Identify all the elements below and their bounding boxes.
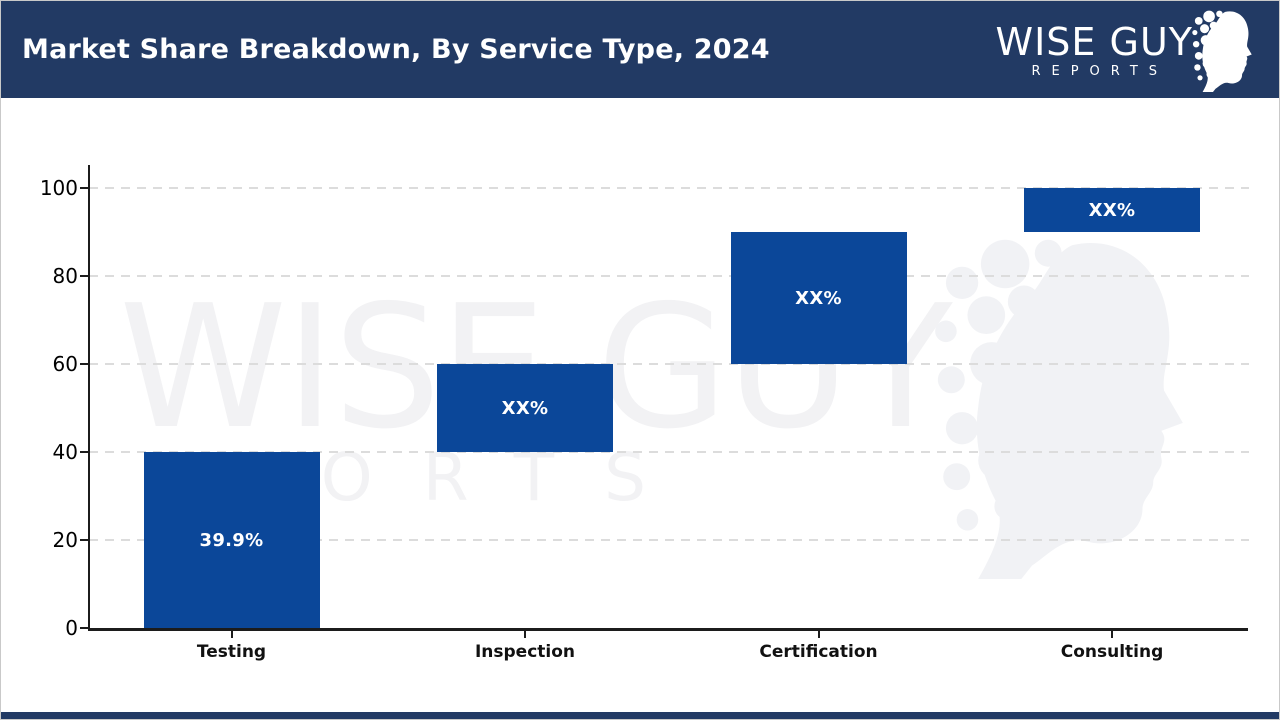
x-tick-label-testing: Testing <box>196 642 267 662</box>
x-tick-mark-testing <box>230 631 233 638</box>
x-tick-mark-inspection <box>524 631 526 638</box>
y-tick-mark-100 <box>80 187 88 189</box>
gridline-80 <box>89 275 1249 277</box>
y-tick-label-40: 40 <box>52 440 78 464</box>
x-tick-mark-certification <box>817 631 820 638</box>
y-tick-mark-80 <box>80 275 88 277</box>
y-tick-mark-0 <box>80 627 88 629</box>
brand-subname: REPORTS <box>1031 63 1169 79</box>
y-tick-label-20: 20 <box>52 528 78 552</box>
y-axis-line <box>88 165 90 630</box>
bar-value-label: XX% <box>795 287 842 309</box>
y-tick-mark-40 <box>80 451 88 453</box>
y-tick-label-80: 80 <box>52 264 78 288</box>
x-tick-label-certification: Certification <box>759 642 878 662</box>
footer-bar <box>1 712 1279 719</box>
bar-inspection: XX% <box>437 364 613 452</box>
x-tick-label-consulting: Consulting <box>1060 642 1164 662</box>
x-axis-line <box>88 628 1248 631</box>
bar-testing: 39.9% <box>143 452 320 628</box>
bar-value-label: XX% <box>1088 199 1136 221</box>
bar-value-label: XX% <box>501 397 549 419</box>
bar-value-label: 39.9% <box>199 529 264 551</box>
y-tick-label-0: 0 <box>65 616 78 640</box>
bar-consulting: XX% <box>1024 188 1200 232</box>
x-tick-mark-consulting <box>1111 631 1113 638</box>
gridline-100 <box>89 187 1249 189</box>
plot-area: 0 20 40 60 80 100 39.9% XX% XX% XX% Testing Inspect… <box>1 98 1279 714</box>
y-tick-mark-60 <box>80 363 88 365</box>
y-tick-label-60: 60 <box>52 352 78 376</box>
x-tick-label-inspection: Inspection <box>474 642 576 662</box>
bar-certification: XX% <box>730 232 907 364</box>
y-tick-mark-20 <box>80 539 88 541</box>
watermark-head-icon <box>935 239 1183 579</box>
brand-logo: WISE GUY REPORTS <box>996 7 1265 93</box>
gridline-60 <box>89 363 1249 365</box>
header: Market Share Breakdown, By Service Type,… <box>1 1 1279 98</box>
y-tick-label-100: 100 <box>39 176 78 200</box>
page-title: Market Share Breakdown, By Service Type,… <box>22 34 770 65</box>
brand-name: WISE GUY <box>995 19 1193 64</box>
brand-logo-text: WISE GUY REPORTS <box>996 22 1193 79</box>
head-profile-icon <box>1192 10 1252 92</box>
gridline-20 <box>89 539 1249 541</box>
gridline-40 <box>89 451 1249 453</box>
